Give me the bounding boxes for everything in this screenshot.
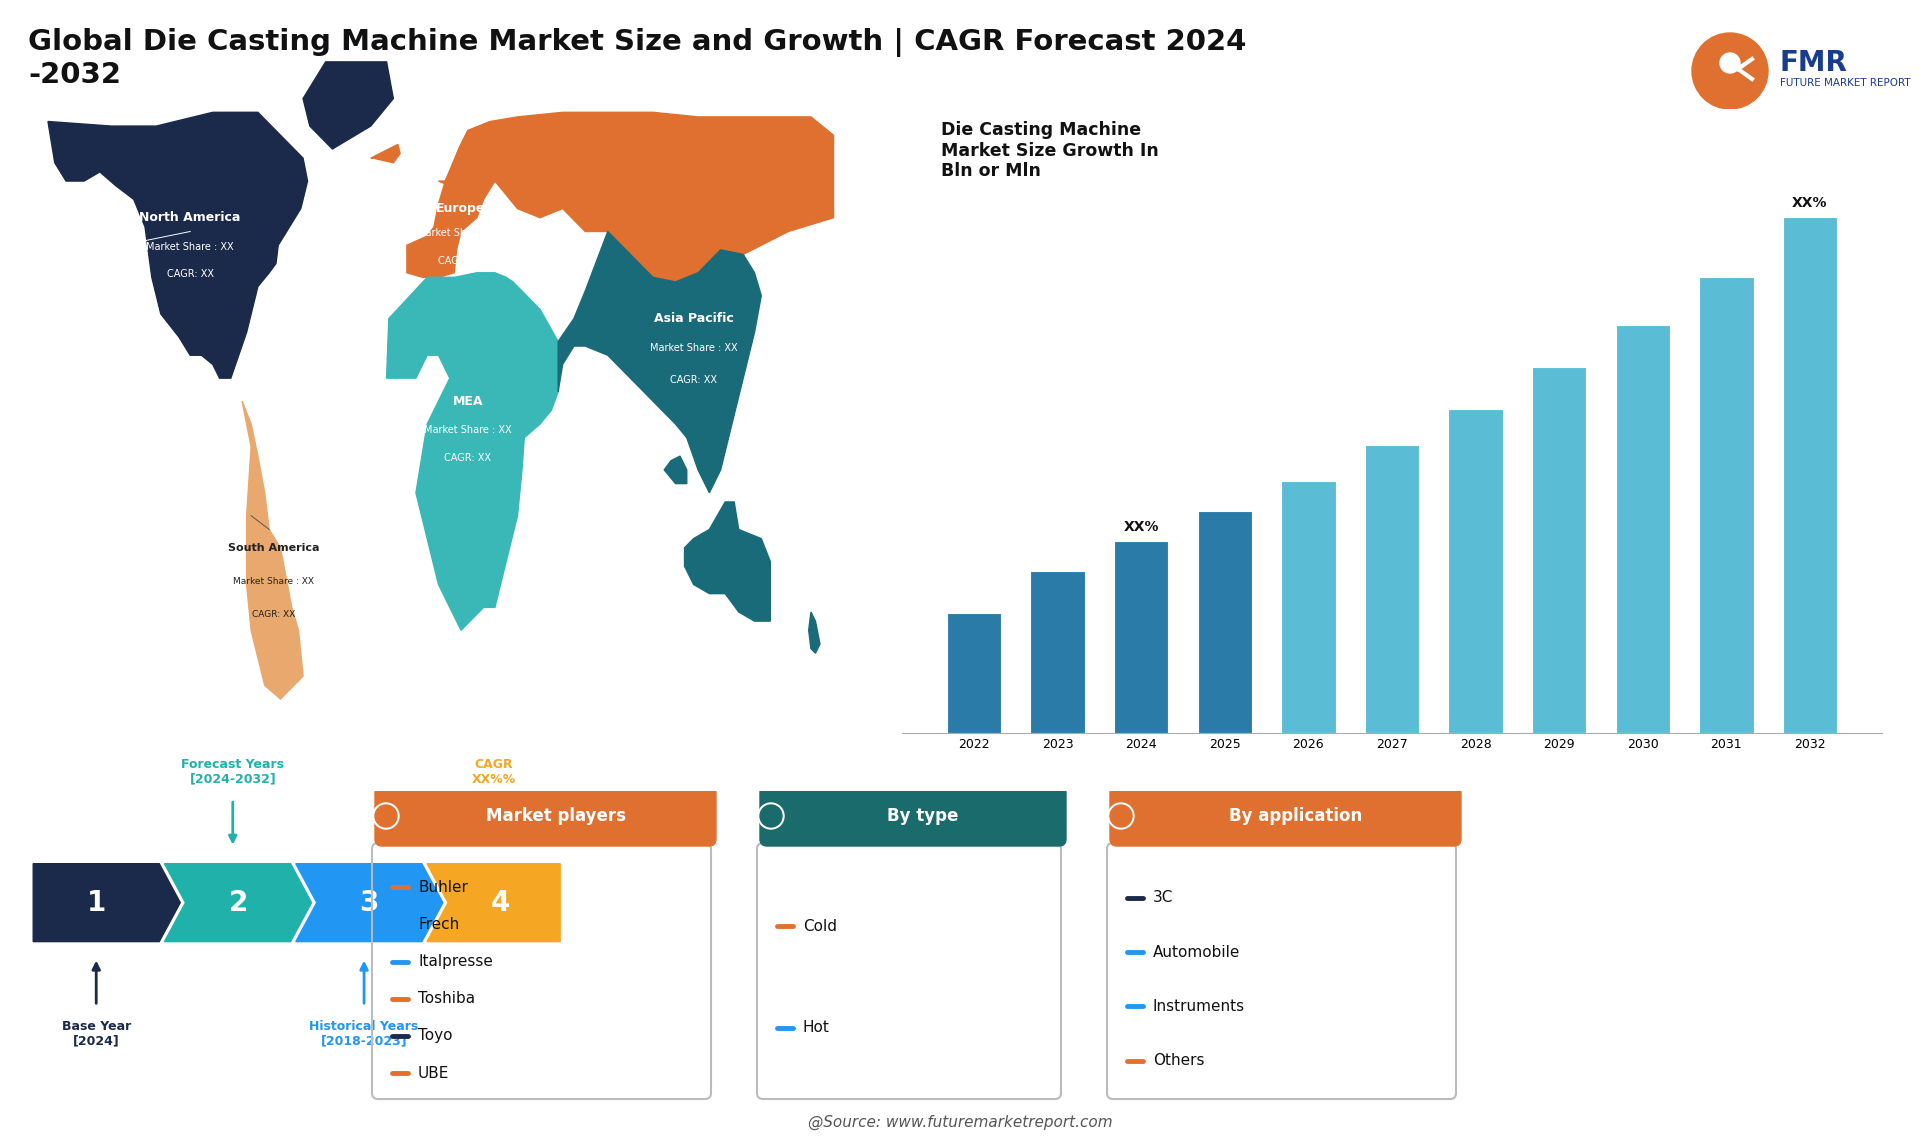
Bar — [1699, 277, 1753, 733]
Circle shape — [372, 803, 399, 829]
Text: Market Share : XX: Market Share : XX — [417, 228, 505, 238]
Bar — [1784, 217, 1837, 733]
Text: 1: 1 — [86, 888, 106, 917]
Text: Buhler: Buhler — [419, 880, 468, 895]
Text: Others: Others — [1154, 1053, 1204, 1068]
Text: 2: 2 — [228, 888, 248, 917]
Bar — [947, 613, 1000, 733]
Text: Toshiba: Toshiba — [419, 991, 474, 1006]
Text: FUTURE MARKET REPORT: FUTURE MARKET REPORT — [1780, 78, 1910, 88]
Text: Base Year
[2024]: Base Year [2024] — [61, 1020, 131, 1047]
Text: Market Share : XX: Market Share : XX — [146, 242, 234, 252]
Text: 3C: 3C — [1154, 890, 1173, 905]
Text: Europe: Europe — [436, 202, 486, 215]
Text: North America: North America — [140, 211, 240, 225]
Bar — [1615, 325, 1670, 733]
Text: FMR: FMR — [1780, 49, 1847, 77]
Circle shape — [758, 803, 783, 829]
Bar — [1365, 445, 1419, 733]
Bar — [1281, 481, 1336, 733]
Text: By type: By type — [887, 807, 958, 825]
Circle shape — [374, 804, 397, 827]
Circle shape — [1110, 804, 1133, 827]
Text: XX%: XX% — [1123, 520, 1160, 534]
Text: CAGR
XX%%: CAGR XX%% — [472, 758, 516, 786]
Text: By application: By application — [1229, 807, 1361, 825]
Polygon shape — [165, 864, 311, 942]
Text: Toyo: Toyo — [419, 1028, 453, 1043]
Text: Automobile: Automobile — [1154, 944, 1240, 959]
Circle shape — [1108, 803, 1135, 829]
Polygon shape — [371, 144, 399, 163]
Text: Historical Years
[2018-2023]: Historical Years [2018-2023] — [309, 1020, 419, 1047]
Text: MEA: MEA — [453, 394, 484, 408]
Polygon shape — [296, 864, 444, 942]
Text: Market Share : XX: Market Share : XX — [424, 425, 511, 435]
Text: 4: 4 — [492, 888, 511, 917]
Polygon shape — [664, 456, 687, 484]
Text: Market Share : XX: Market Share : XX — [232, 578, 315, 587]
Polygon shape — [808, 612, 820, 653]
FancyBboxPatch shape — [374, 786, 716, 846]
Text: UBE: UBE — [419, 1066, 449, 1081]
Text: 3: 3 — [359, 888, 378, 917]
Bar — [1114, 541, 1169, 733]
Text: Market Share : XX: Market Share : XX — [649, 343, 737, 353]
Bar — [1532, 367, 1586, 733]
Bar — [1448, 409, 1503, 733]
Polygon shape — [488, 112, 833, 282]
Text: Hot: Hot — [803, 1020, 829, 1035]
Polygon shape — [720, 264, 733, 309]
Text: CAGR: XX: CAGR: XX — [444, 453, 492, 463]
Text: Instruments: Instruments — [1154, 999, 1246, 1014]
Text: CAGR: XX: CAGR: XX — [438, 256, 484, 266]
Text: CAGR: XX: CAGR: XX — [670, 375, 716, 385]
Polygon shape — [386, 273, 559, 630]
Circle shape — [1720, 53, 1740, 73]
Text: Cold: Cold — [803, 919, 837, 934]
Circle shape — [760, 804, 781, 827]
Text: Italpresse: Italpresse — [419, 955, 493, 970]
Text: Market players: Market players — [486, 807, 626, 825]
Bar — [1198, 511, 1252, 733]
Text: @Source: www.futuremarketreport.com: @Source: www.futuremarketreport.com — [808, 1115, 1112, 1130]
Text: CAGR: XX: CAGR: XX — [167, 269, 213, 280]
Bar — [1031, 572, 1085, 733]
Text: Frech: Frech — [419, 917, 459, 932]
Text: South America: South America — [228, 543, 319, 552]
Polygon shape — [438, 121, 490, 186]
Text: Asia Pacific: Asia Pacific — [653, 312, 733, 325]
FancyBboxPatch shape — [760, 786, 1066, 846]
Text: CAGR: XX: CAGR: XX — [252, 610, 296, 619]
Polygon shape — [303, 62, 394, 149]
FancyBboxPatch shape — [1110, 786, 1461, 846]
Polygon shape — [33, 864, 180, 942]
Polygon shape — [426, 864, 561, 942]
Polygon shape — [48, 112, 307, 378]
Polygon shape — [559, 231, 760, 493]
Text: Forecast Years
[2024-2032]: Forecast Years [2024-2032] — [180, 758, 284, 786]
Circle shape — [1692, 33, 1768, 109]
Text: XX%: XX% — [1791, 196, 1828, 210]
Text: Global Die Casting Machine Market Size and Growth | CAGR Forecast 2024
-2032: Global Die Casting Machine Market Size a… — [29, 28, 1246, 89]
Polygon shape — [242, 401, 303, 699]
Text: Die Casting Machine
Market Size Growth In
Bln or Mln: Die Casting Machine Market Size Growth I… — [941, 120, 1158, 180]
Polygon shape — [407, 121, 495, 277]
Polygon shape — [685, 502, 770, 621]
